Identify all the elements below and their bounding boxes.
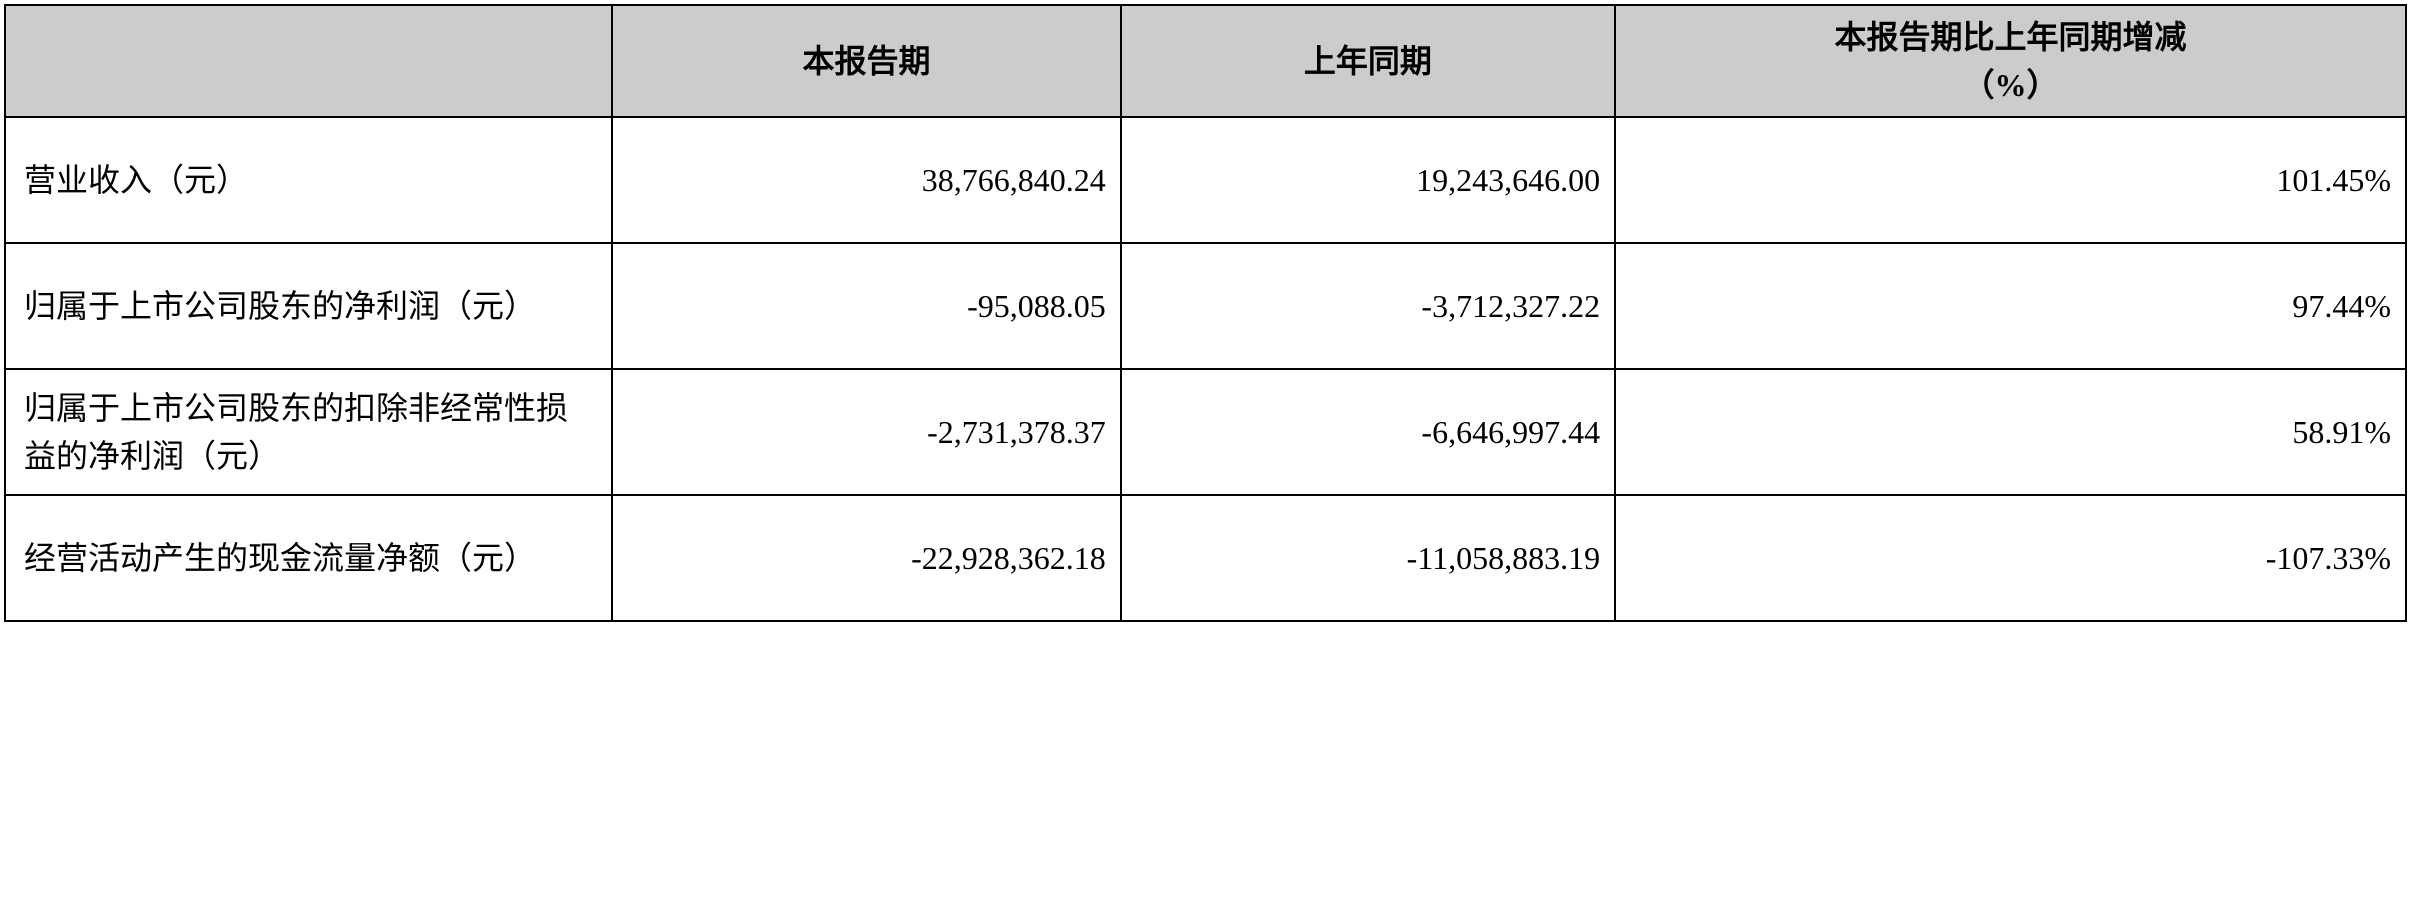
header-change-line2: （%） — [1963, 67, 2059, 103]
header-change: 本报告期比上年同期增减 （%） — [1615, 5, 2406, 117]
table-header-row: 本报告期 上年同期 本报告期比上年同期增减 （%） — [5, 5, 2406, 117]
table-row: 归属于上市公司股东的净利润（元） -95,088.05 -3,712,327.2… — [5, 243, 2406, 369]
header-current-period: 本报告期 — [612, 5, 1120, 117]
table-row: 归属于上市公司股东的扣除非经常性损益的净利润（元） -2,731,378.37 … — [5, 369, 2406, 495]
cell-operating-cash-flow-current: -22,928,362.18 — [612, 495, 1120, 621]
financial-table: 本报告期 上年同期 本报告期比上年同期增减 （%） 营业收入（元） 38,766… — [4, 4, 2407, 622]
row-label-operating-cash-flow: 经营活动产生的现金流量净额（元） — [5, 495, 612, 621]
cell-adjusted-net-profit-current: -2,731,378.37 — [612, 369, 1120, 495]
cell-net-profit-change: 97.44% — [1615, 243, 2406, 369]
cell-revenue-prior: 19,243,646.00 — [1121, 117, 1615, 243]
cell-adjusted-net-profit-prior: -6,646,997.44 — [1121, 369, 1615, 495]
cell-net-profit-current: -95,088.05 — [612, 243, 1120, 369]
header-prior-period: 上年同期 — [1121, 5, 1615, 117]
table-row: 经营活动产生的现金流量净额（元） -22,928,362.18 -11,058,… — [5, 495, 2406, 621]
row-label-revenue: 营业收入（元） — [5, 117, 612, 243]
cell-net-profit-prior: -3,712,327.22 — [1121, 243, 1615, 369]
cell-revenue-current: 38,766,840.24 — [612, 117, 1120, 243]
cell-adjusted-net-profit-change: 58.91% — [1615, 369, 2406, 495]
header-change-line1: 本报告期比上年同期增减 — [1835, 19, 2187, 55]
cell-operating-cash-flow-prior: -11,058,883.19 — [1121, 495, 1615, 621]
row-label-adjusted-net-profit: 归属于上市公司股东的扣除非经常性损益的净利润（元） — [5, 369, 612, 495]
cell-operating-cash-flow-change: -107.33% — [1615, 495, 2406, 621]
row-label-net-profit: 归属于上市公司股东的净利润（元） — [5, 243, 612, 369]
table-row: 营业收入（元） 38,766,840.24 19,243,646.00 101.… — [5, 117, 2406, 243]
cell-revenue-change: 101.45% — [1615, 117, 2406, 243]
header-label-blank — [5, 5, 612, 117]
